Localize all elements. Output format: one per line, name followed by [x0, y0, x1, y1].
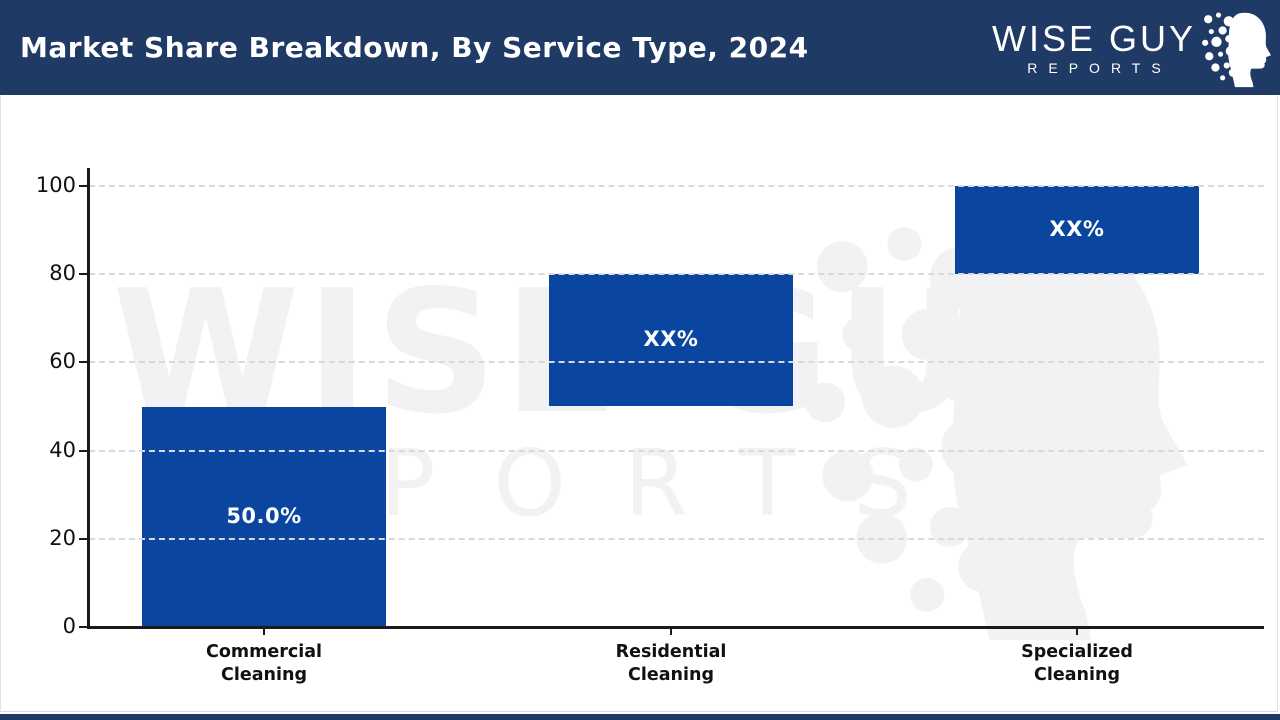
- y-axis-tick-label: 100: [35, 173, 76, 197]
- brand-logo: WISE GUY REPORTS: [992, 0, 1272, 95]
- brand-name: WISE GUY: [991, 17, 1196, 59]
- header-bar: Market Share Breakdown, By Service Type,…: [0, 0, 1280, 95]
- y-axis-tick-label: 60: [49, 349, 76, 374]
- x-axis-category-label: Commercial Cleaning: [205, 642, 322, 685]
- bar-value-label: XX%: [1049, 217, 1105, 242]
- y-axis-tickmark: [79, 361, 88, 364]
- y-axis-tickmark: [79, 626, 88, 628]
- bar-1: [142, 406, 386, 627]
- gridline-20: [89, 537, 1264, 540]
- y-axis-line: [87, 168, 90, 629]
- bar-value-label: XX%: [643, 327, 699, 352]
- y-axis-tick-label: 20: [49, 525, 76, 550]
- y-axis-tickmark: [79, 185, 88, 187]
- y-axis-tickmark: [79, 449, 88, 452]
- y-axis-tickmark: [79, 273, 88, 276]
- page-title: Market Share Breakdown, By Service Type,…: [20, 31, 809, 64]
- gridline-100: [89, 185, 1264, 187]
- brand-subname: REPORTS: [1027, 59, 1172, 76]
- gridline-40: [89, 449, 1264, 452]
- chart-frame: [0, 95, 1278, 712]
- brand-head-icon: [1202, 12, 1271, 87]
- bar-value-label: 50.0%: [226, 503, 302, 528]
- gridline-80: [89, 273, 1264, 276]
- x-axis-tickmark: [1076, 627, 1078, 635]
- y-axis-tick-label: 80: [49, 261, 76, 286]
- bar-3: [955, 186, 1199, 275]
- gridline-60: [89, 361, 1264, 364]
- bar-2: [549, 274, 793, 407]
- x-axis-tickmark: [670, 627, 672, 635]
- x-axis-category-label: Residential Cleaning: [615, 642, 727, 685]
- footer-accent-bar: [0, 714, 1280, 720]
- brand-logo-text: WISE GUY REPORTS: [991, 17, 1196, 76]
- y-axis-tickmark: [79, 537, 88, 540]
- x-axis-tickmark: [263, 627, 265, 635]
- x-axis-category-label: Specialized Cleaning: [1021, 642, 1133, 685]
- y-axis-tick-label: 0: [62, 614, 76, 638]
- y-axis-tick-label: 40: [49, 437, 76, 462]
- x-axis-line: [87, 626, 1264, 629]
